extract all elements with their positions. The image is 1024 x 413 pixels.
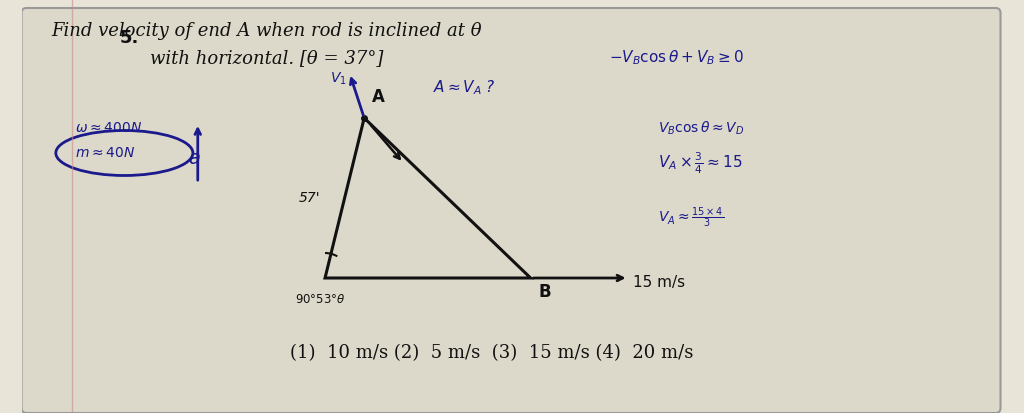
Text: $90° 53° \theta$: $90° 53° \theta$ [295,293,345,306]
FancyBboxPatch shape [22,8,1000,413]
Text: $V_1$: $V_1$ [330,71,347,88]
Text: $a$: $a$ [188,149,201,168]
Text: $V_A \times \frac{3}{4} \approx 15$: $V_A \times \frac{3}{4} \approx 15$ [657,150,742,176]
Text: $m \approx 40N$: $m \approx 40N$ [76,146,135,160]
Text: (1)  10 m/s (2)  5 m/s  (3)  15 m/s (4)  20 m/s: (1) 10 m/s (2) 5 m/s (3) 15 m/s (4) 20 m… [290,344,693,362]
Text: B: B [539,283,551,301]
Text: $V_B\cos\theta \approx V_D$: $V_B\cos\theta \approx V_D$ [657,119,744,137]
Text: A: A [372,88,385,106]
Text: with horizontal. [θ = 37°]: with horizontal. [θ = 37°] [150,49,383,67]
Text: 5.: 5. [120,29,139,47]
Text: $V_A \approx \frac{15 \times 4}{3}$: $V_A \approx \frac{15 \times 4}{3}$ [657,206,724,230]
Text: $-V_B\cos\theta + V_B \geq 0$: $-V_B\cos\theta + V_B \geq 0$ [609,49,743,67]
Text: Find velocity of end A when rod is inclined at θ: Find velocity of end A when rod is incli… [51,22,481,40]
Text: $A \approx V_A$ ?: $A \approx V_A$ ? [433,78,496,97]
Text: 15 m/s: 15 m/s [634,275,685,290]
Text: 57': 57' [299,191,321,205]
Text: $\omega \approx 400N$: $\omega \approx 400N$ [76,121,142,135]
